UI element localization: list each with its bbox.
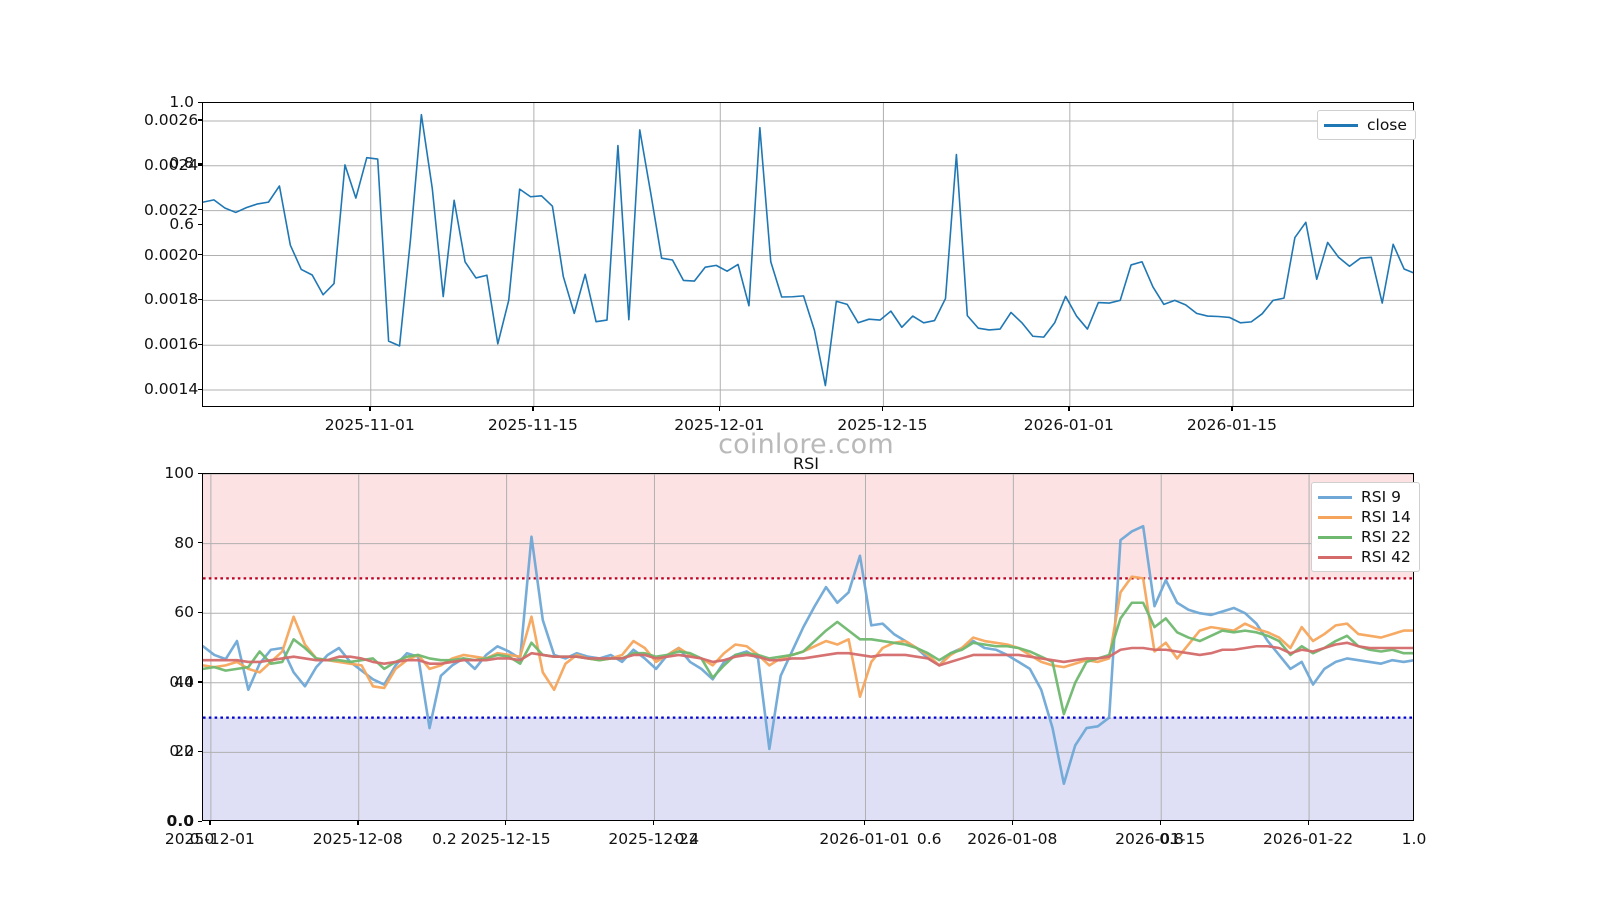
axis-tick-label: 2026-01-01	[819, 830, 910, 848]
axis-tick-label: 0.2	[169, 742, 194, 761]
axis-tick-label: 0.4	[674, 830, 700, 848]
axis-tick-label: 0.0022	[144, 200, 199, 219]
axis-tick-label: 0.4	[169, 672, 194, 691]
axis-tick-label: 0.0016	[144, 335, 199, 354]
axis-tick-mark	[1068, 407, 1070, 411]
price-plot-area	[202, 102, 1414, 407]
legend-label: RSI 9	[1361, 488, 1401, 506]
axis-tick-mark	[881, 407, 884, 411]
axis-tick-label: 0.6	[916, 830, 942, 848]
axis-tick-mark	[198, 750, 202, 753]
legend-label: RSI 22	[1361, 528, 1411, 546]
legend-color-swatch	[1318, 515, 1352, 519]
axis-tick-label: 2025-12-08	[312, 830, 403, 848]
axis-tick-mark	[1231, 407, 1233, 411]
axis-tick-label: 0.0	[189, 830, 215, 848]
axis-tick-label: 20	[174, 742, 194, 761]
axis-tick-mark	[505, 821, 507, 825]
axis-tick-mark	[198, 343, 202, 345]
price-line-svg	[203, 103, 1413, 406]
axis-tick-label: 0.8	[1159, 830, 1184, 848]
axis-tick-label: 0.0026	[144, 110, 199, 129]
axis-tick-mark	[198, 472, 202, 474]
axis-tick-mark	[198, 388, 202, 390]
axis-tick-mark	[652, 821, 655, 825]
axis-tick-mark	[198, 164, 202, 166]
legend-color-swatch	[1318, 535, 1352, 539]
axis-tick-label: 2026-01-08	[967, 830, 1058, 848]
axis-tick-label: 0	[184, 812, 194, 830]
axis-tick-label: 0.2	[432, 830, 457, 848]
axis-tick-label: 60	[174, 603, 194, 622]
legend-entry[interactable]: RSI 42	[1318, 547, 1411, 567]
axis-tick-mark	[198, 254, 202, 256]
axis-tick-label: 0.6	[169, 215, 194, 233]
rsi-line-svg	[203, 474, 1413, 820]
axis-tick-label: 0.0020	[144, 245, 199, 264]
axis-tick-mark	[198, 820, 202, 822]
axis-tick-mark	[198, 223, 202, 225]
axis-tick-label: 2026-01-01	[1023, 416, 1114, 434]
axis-tick-label: 2025-12-01	[164, 830, 255, 848]
axis-tick-label: 1.0	[169, 93, 194, 111]
axis-tick-label: 40	[174, 672, 194, 691]
watermark-coinlore: coinlore.com	[718, 429, 894, 460]
axis-tick-mark	[532, 407, 534, 411]
axis-tick-label: 0.0018	[144, 290, 199, 309]
axis-tick-mark	[357, 821, 359, 825]
axis-tick-label: 100	[164, 464, 194, 482]
axis-tick-label: 2025-11-15	[487, 416, 578, 434]
axis-tick-mark	[209, 821, 211, 825]
axis-tick-mark	[369, 407, 371, 411]
legend-entry[interactable]: RSI 14	[1318, 507, 1411, 527]
axis-tick-mark	[863, 821, 866, 825]
axis-tick-label: 2025-12-01	[674, 416, 765, 434]
axis-tick-mark	[198, 162, 202, 164]
axis-tick-label: 2025-11-01	[324, 416, 415, 434]
rsi-plot-area	[202, 473, 1414, 821]
rsi-legend[interactable]: RSI 9 RSI 14 RSI 22 RSI 42	[1311, 482, 1420, 572]
legend-label: RSI 14	[1361, 508, 1411, 526]
axis-tick-label: 0.0	[166, 812, 194, 830]
axis-tick-mark	[1011, 821, 1014, 825]
legend-entry[interactable]: close	[1324, 115, 1407, 135]
legend-label: close	[1367, 116, 1407, 134]
axis-tick-mark	[198, 101, 202, 103]
legend-color-swatch	[1324, 123, 1358, 127]
legend-color-swatch	[1318, 555, 1352, 559]
legend-entry[interactable]: RSI 22	[1318, 527, 1411, 547]
axis-tick-label: 2025-12-22	[608, 830, 699, 848]
axis-tick-mark	[198, 611, 202, 613]
axis-tick-label: 0.0014	[144, 380, 199, 399]
rsi-panel-title: RSI	[793, 454, 819, 473]
axis-tick-label: 2026-01-15	[1186, 416, 1277, 434]
axis-tick-label: 0.8	[169, 154, 194, 172]
price-panel: 0.0014 0.0016 0.0018 0.0020 0.0022 0.0024 0.00…	[0, 0, 1600, 440]
axis-tick-label: 80	[174, 533, 194, 552]
axis-tick-mark	[198, 209, 202, 211]
axis-tick-mark	[198, 681, 202, 683]
axis-tick-label: 2025-12-15	[837, 416, 928, 434]
axis-tick-mark	[198, 119, 202, 121]
axis-tick-mark	[1159, 821, 1161, 825]
axis-tick-label: 2026-01-15	[1115, 830, 1206, 848]
axis-tick-mark	[1307, 821, 1309, 825]
axis-tick-mark	[198, 542, 202, 544]
legend-color-swatch	[1318, 495, 1352, 499]
axis-tick-label: 2025-12-15	[460, 830, 551, 848]
price-legend[interactable]: close	[1317, 110, 1416, 140]
axis-tick-mark	[718, 407, 721, 411]
legend-label: RSI 42	[1361, 548, 1411, 566]
axis-tick-mark	[198, 298, 202, 301]
rsi-panel: 0 20 40 60 80 100 0.0 0.2 0.4 2025-12-01 2025-12…	[0, 440, 1600, 900]
axis-tick-label: 1.0	[1401, 830, 1427, 848]
legend-entry[interactable]: RSI 9	[1318, 487, 1411, 507]
axis-tick-label: 0.0024	[144, 155, 199, 174]
axis-tick-label: 2026-01-22	[1263, 830, 1354, 848]
